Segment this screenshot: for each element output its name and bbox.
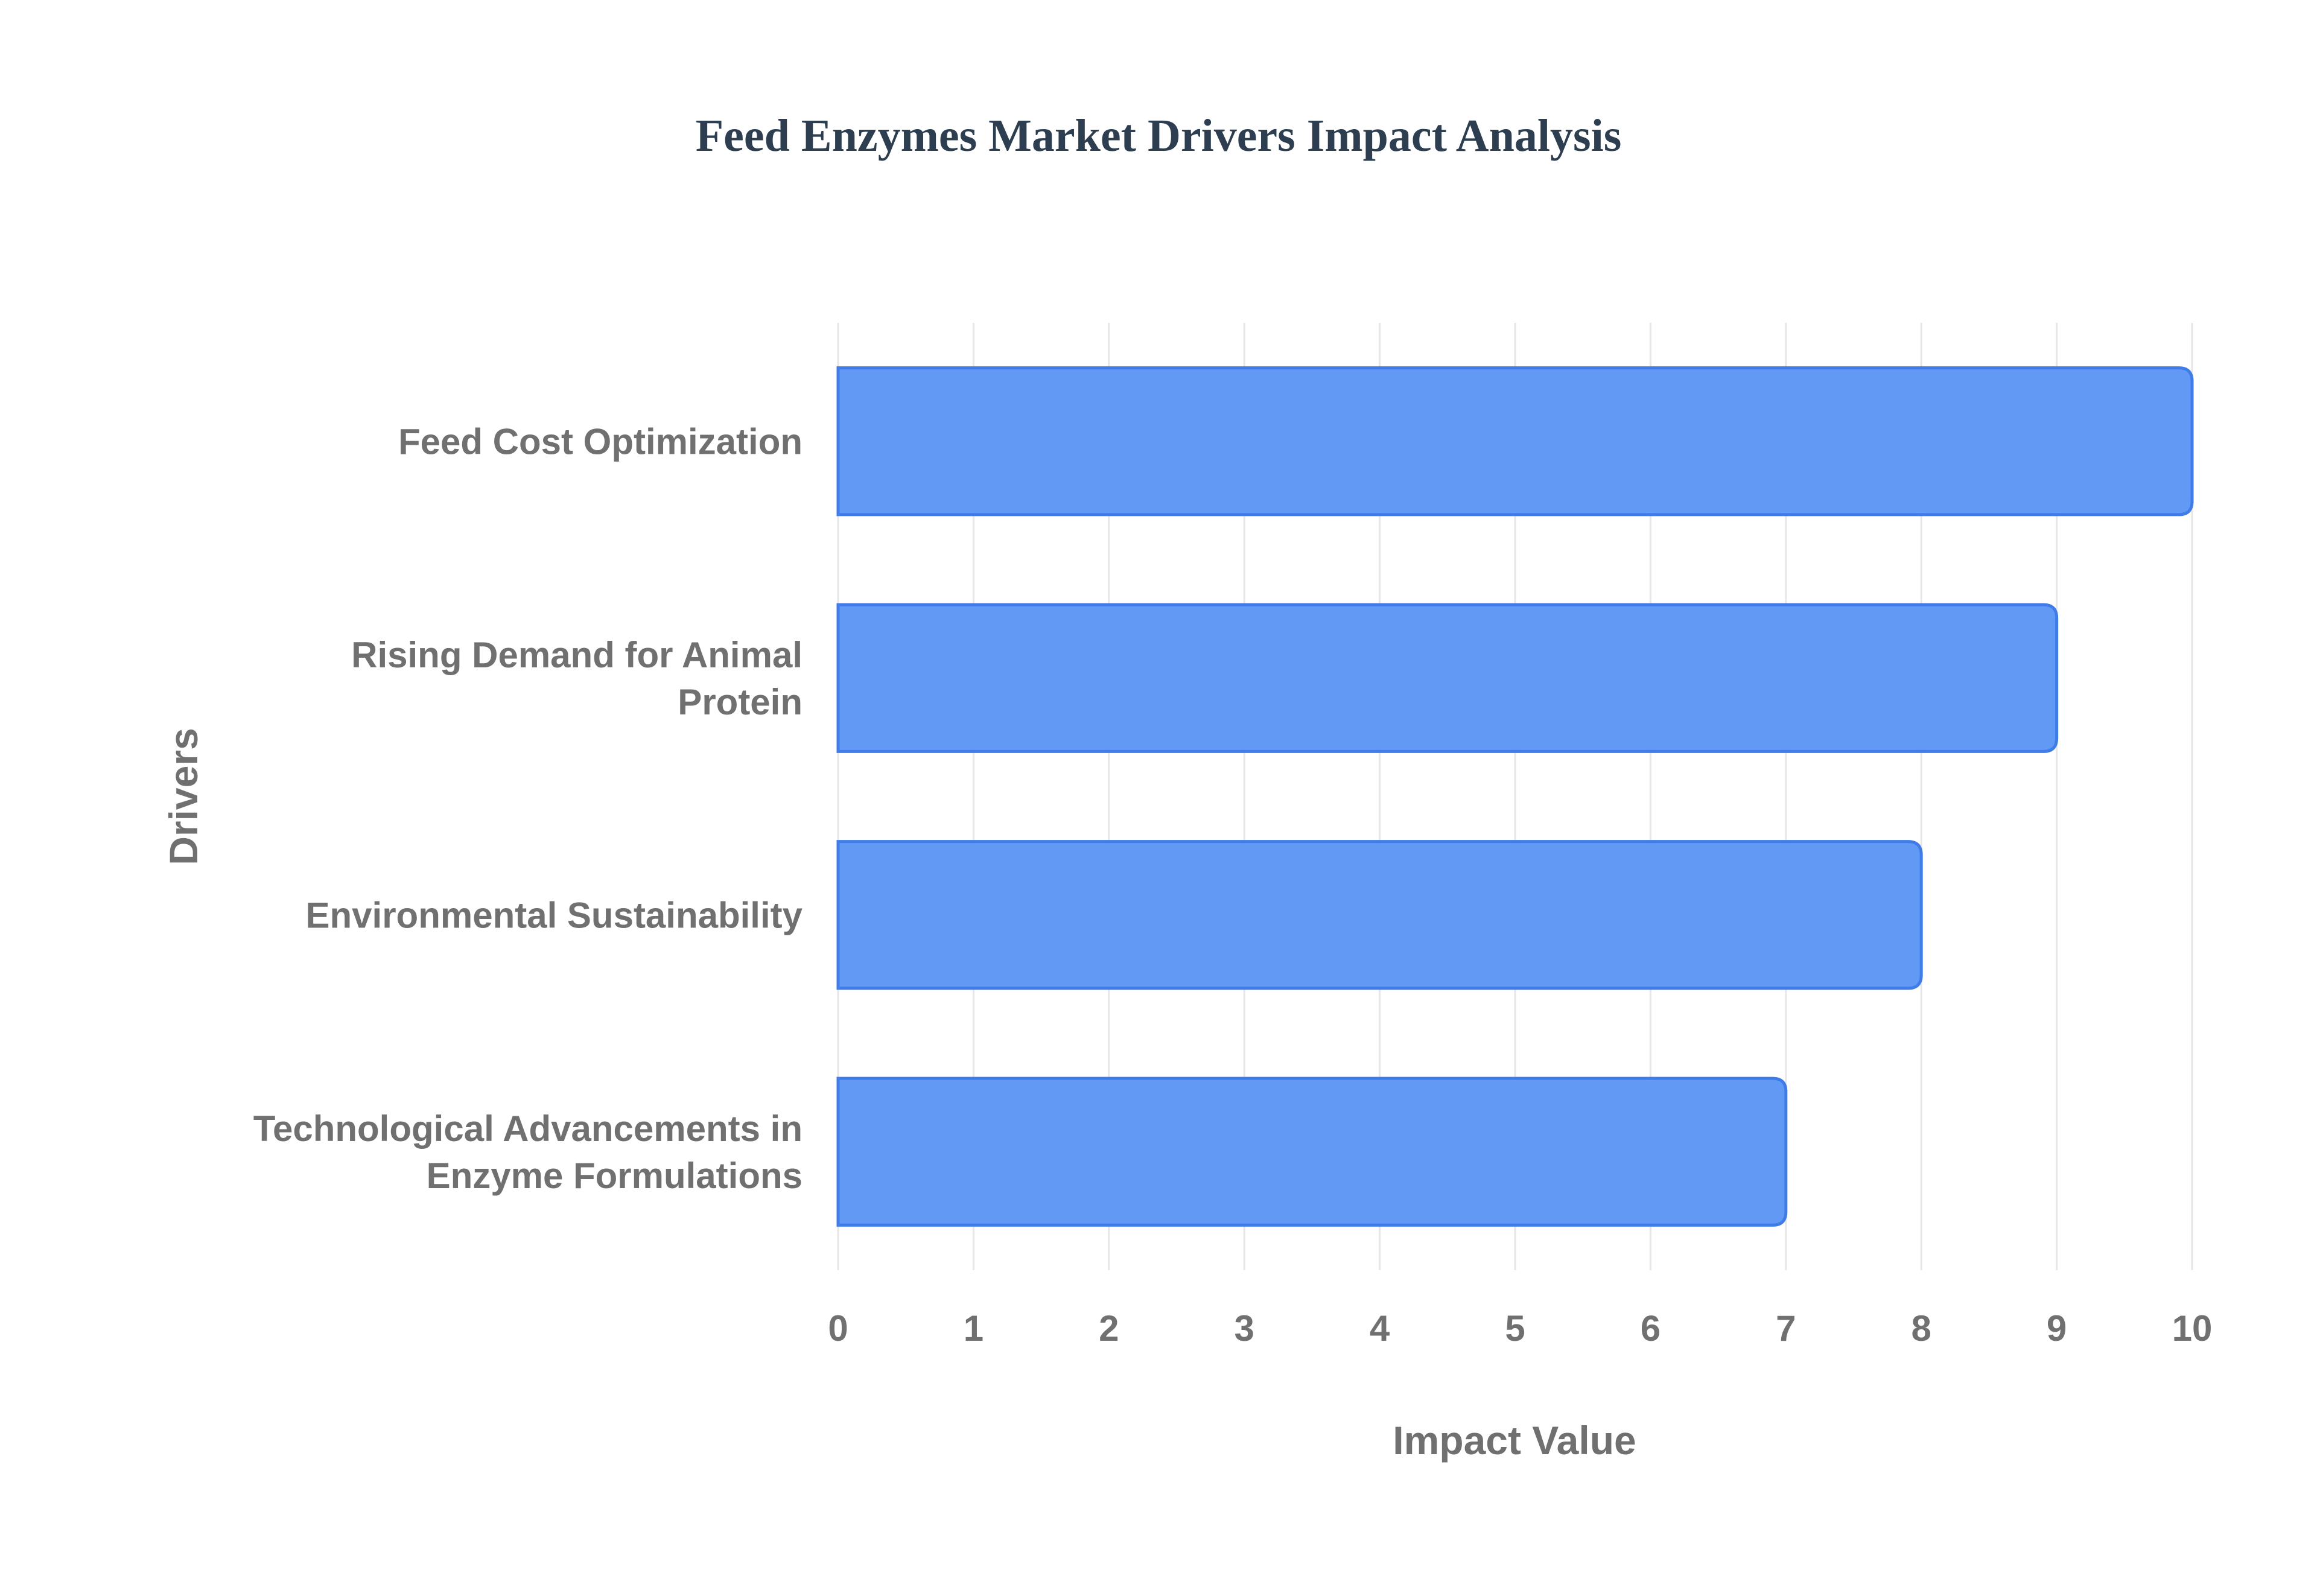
- x-tick-labels: 0 1 2 3 4 5 6 7 8 9 10: [828, 1308, 2212, 1349]
- category-label-line: Environmental Sustainability: [305, 895, 803, 935]
- y-axis-title: Drivers: [161, 728, 206, 865]
- category-label: Environmental Sustainability: [305, 895, 803, 935]
- x-tick-label: 6: [1641, 1308, 1661, 1349]
- category-label-line: Protein: [678, 682, 803, 722]
- x-tick-label: 9: [2047, 1308, 2067, 1349]
- x-tick-label: 5: [1505, 1308, 1525, 1349]
- category-label-line: Technological Advancements in: [253, 1108, 803, 1149]
- category-label-line: Feed Cost Optimization: [398, 421, 803, 462]
- bars: [836, 366, 2194, 1227]
- category-label: Feed Cost Optimization: [398, 421, 803, 462]
- x-tick-label: 10: [2172, 1308, 2213, 1349]
- category-label-line: Rising Demand for Animal: [351, 635, 803, 675]
- x-tick-label: 4: [1370, 1308, 1390, 1349]
- x-axis-title: Impact Value: [1393, 1418, 1636, 1463]
- x-tick-label: 7: [1776, 1308, 1796, 1349]
- bar: [836, 840, 1923, 990]
- chart-title: Feed Enzymes Market Drivers Impact Analy…: [696, 110, 1622, 161]
- bar: [836, 1076, 1788, 1227]
- category-label: Technological Advancements in Enzyme Form…: [253, 1108, 803, 1196]
- x-tick-label: 3: [1235, 1308, 1254, 1349]
- x-tick-label: 8: [1912, 1308, 1931, 1349]
- x-tick-label: 2: [1099, 1308, 1119, 1349]
- x-tick-label: 1: [964, 1308, 984, 1349]
- x-tick-label: 0: [828, 1308, 848, 1349]
- category-label-line: Enzyme Formulations: [427, 1156, 803, 1196]
- category-label: Rising Demand for Animal Protein: [351, 635, 803, 722]
- bar: [836, 366, 2194, 517]
- bar: [836, 603, 2059, 753]
- category-labels: Feed Cost Optimization Rising Demand for …: [253, 421, 803, 1196]
